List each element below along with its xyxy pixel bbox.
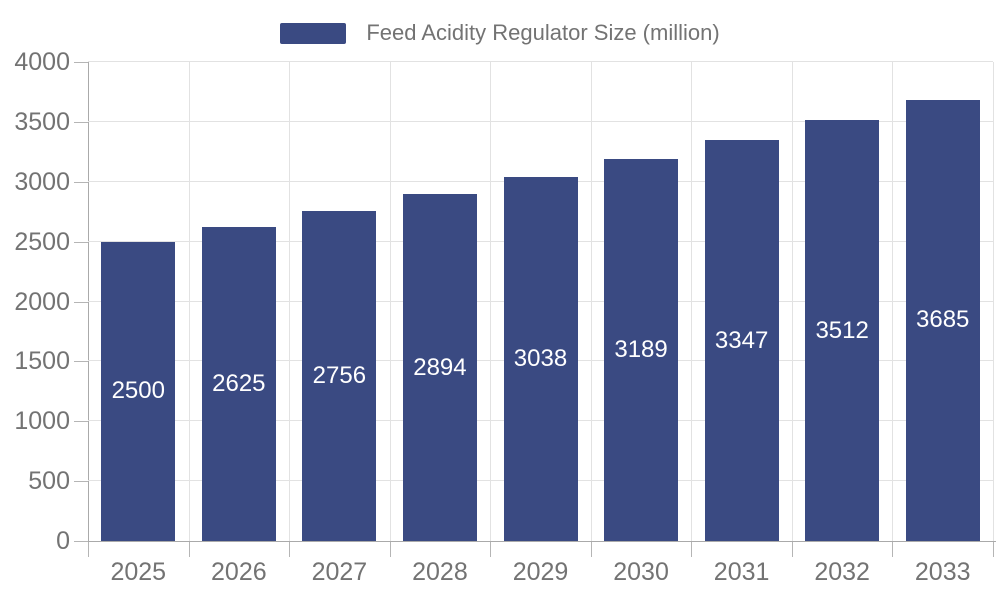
- bar-value-label: 2756: [312, 361, 367, 389]
- x-tick-label: 2031: [713, 558, 770, 586]
- bar-value-label: 2894: [413, 353, 467, 381]
- y-tick-label: 1500: [14, 347, 70, 376]
- bar: [302, 210, 377, 541]
- chart-legend: Feed Acidity Regulator Size (million): [0, 18, 1000, 48]
- x-axis-tick: [88, 542, 89, 557]
- x-tick-label: 2030: [613, 558, 669, 586]
- bar-value-label: 2500: [111, 377, 165, 405]
- y-tick-label: 2500: [14, 227, 70, 256]
- h-gridline: [88, 120, 993, 122]
- x-axis-tick: [289, 542, 290, 557]
- v-gridline: [591, 62, 592, 541]
- y-tick-label: 3500: [14, 107, 70, 136]
- y-tick-label: 2000: [14, 287, 70, 316]
- y-axis-tick: [74, 301, 88, 303]
- y-axis-tick: [74, 541, 88, 542]
- x-tick-label: 2029: [512, 558, 569, 586]
- y-tick-label: 1000: [14, 407, 70, 436]
- bar: [905, 99, 980, 541]
- x-axis-tick: [993, 542, 994, 557]
- x-tick-label: 2033: [914, 558, 971, 586]
- x-axis-line: [88, 541, 996, 542]
- h-gridline: [88, 61, 993, 62]
- y-tick-label: 500: [28, 467, 70, 496]
- legend-swatch: [280, 22, 347, 44]
- x-tick-label: 2026: [211, 558, 267, 586]
- x-tick-label: 2027: [311, 558, 368, 586]
- x-tick-label: 2032: [814, 558, 870, 586]
- bar: [101, 241, 176, 541]
- bar-value-label: 3038: [513, 345, 568, 373]
- x-axis-tick: [691, 542, 692, 557]
- x-axis-tick: [792, 542, 793, 557]
- bar-value-label: 2625: [212, 369, 266, 397]
- bar: [704, 140, 779, 541]
- v-gridline: [691, 62, 692, 541]
- v-gridline: [993, 62, 994, 541]
- y-axis-tick: [74, 241, 88, 243]
- y-tick-label: 0: [56, 527, 70, 555]
- v-gridline: [490, 62, 491, 541]
- x-axis-tick: [892, 542, 893, 557]
- v-gridline: [390, 62, 391, 541]
- x-tick-label: 2028: [412, 558, 468, 586]
- y-axis-line: [88, 62, 89, 542]
- bar-value-label: 3347: [714, 326, 769, 354]
- bar: [503, 177, 578, 541]
- y-axis-tick: [74, 421, 88, 423]
- y-axis-tick: [74, 121, 88, 123]
- y-axis-tick: [74, 481, 88, 483]
- bar-value-label: 3685: [916, 306, 970, 334]
- y-tick-label: 3000: [14, 167, 70, 196]
- bar: [201, 226, 276, 541]
- v-gridline: [289, 62, 290, 541]
- bar: [604, 159, 679, 541]
- legend-label: Feed Acidity Regulator Size (million): [366, 20, 720, 45]
- bar-value-label: 3189: [614, 336, 668, 364]
- y-axis-tick: [74, 181, 88, 183]
- x-axis-tick: [490, 542, 491, 557]
- y-axis-tick: [74, 62, 88, 63]
- bar-value-label: 3512: [815, 316, 869, 344]
- x-axis-tick: [591, 542, 592, 557]
- x-tick-label: 2025: [110, 558, 167, 586]
- x-axis-tick: [390, 542, 391, 557]
- v-gridline: [792, 62, 793, 541]
- y-axis-tick: [74, 361, 88, 363]
- bar: [402, 194, 477, 541]
- y-tick-label: 4000: [14, 48, 70, 76]
- bar: [805, 120, 880, 541]
- v-gridline: [892, 62, 893, 541]
- v-gridline: [189, 62, 190, 541]
- x-axis-tick: [189, 542, 190, 557]
- plot-area: 2500 2625 2756 2894 3038 3189 3347 3512 3685: [88, 61, 994, 541]
